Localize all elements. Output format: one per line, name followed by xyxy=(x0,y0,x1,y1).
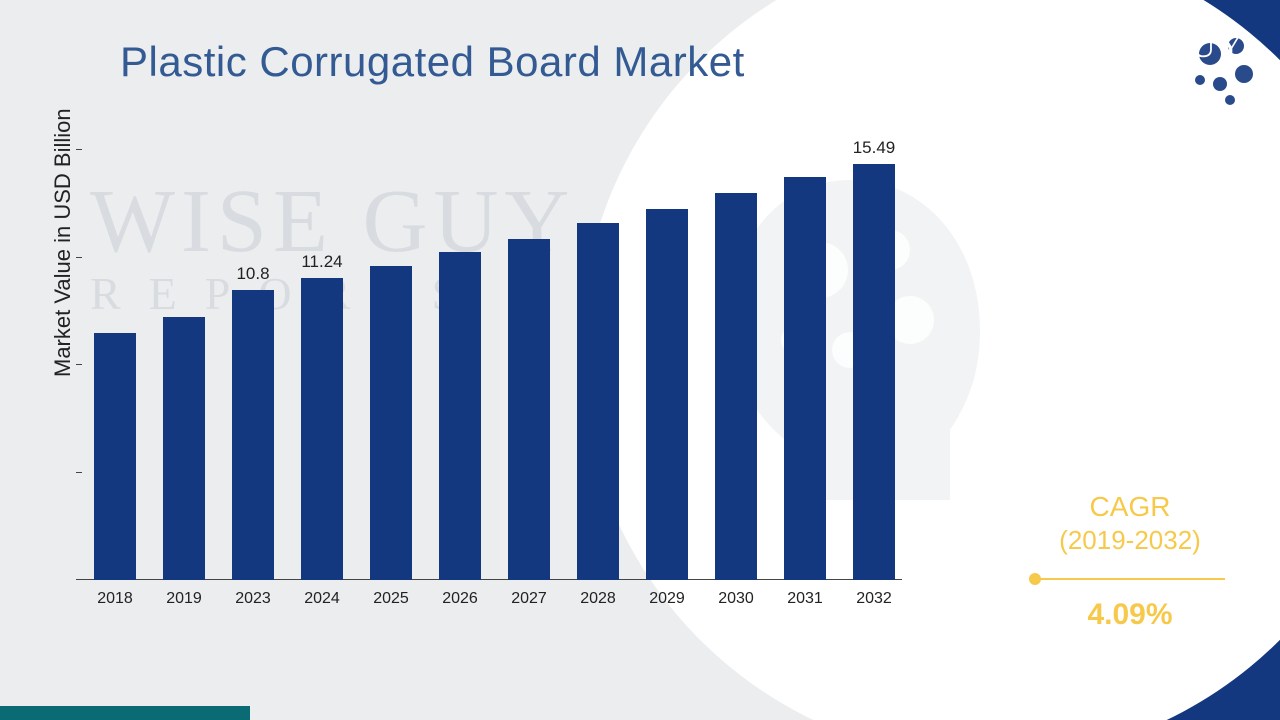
x-category-label: 2023 xyxy=(235,590,271,608)
cagr-range: (2019-2032) xyxy=(1020,525,1240,556)
stage: WISE GUY REPORTS Plastic Corrugated Boar… xyxy=(0,0,1280,720)
chart-title: Plastic Corrugated Board Market xyxy=(120,38,745,86)
x-category-label: 2024 xyxy=(304,590,340,608)
y-tick xyxy=(76,257,82,258)
bar xyxy=(508,239,550,580)
bar xyxy=(163,317,205,580)
x-category-label: 2027 xyxy=(511,590,547,608)
bar xyxy=(577,223,619,580)
logo-line2: REPORTS xyxy=(1057,64,1246,82)
cagr-divider xyxy=(1035,578,1225,580)
y-tick xyxy=(76,149,82,150)
x-category-label: 2025 xyxy=(373,590,409,608)
x-axis-line xyxy=(82,579,902,580)
cagr-label: CAGR xyxy=(1020,491,1240,523)
x-category-label: 2030 xyxy=(718,590,754,608)
bar xyxy=(784,177,826,580)
x-category-label: 2019 xyxy=(166,590,202,608)
bar xyxy=(301,278,343,580)
y-tick xyxy=(76,364,82,365)
y-tick xyxy=(76,579,82,580)
plot-area: 20182019202310.8202411.24202520262027202… xyxy=(82,150,902,580)
brand-logo: WISE GUY REPORTS xyxy=(1057,28,1246,82)
bar xyxy=(370,266,412,580)
cagr-block: CAGR (2019-2032) 4.09% xyxy=(1020,491,1240,632)
bar-value-label: 11.24 xyxy=(282,252,362,272)
y-tick xyxy=(76,472,82,473)
x-category-label: 2032 xyxy=(856,590,892,608)
bar xyxy=(232,290,274,580)
bar-chart: 2018 2019 2023 10.8 2024 11.24 2025 2026 2027 202… xyxy=(82,150,902,610)
bottom-accent-bar xyxy=(0,706,250,720)
x-category-label: 2028 xyxy=(580,590,616,608)
bar-value-label: 10.8 xyxy=(213,264,293,284)
x-category-label: 2029 xyxy=(649,590,685,608)
x-category-label: 2018 xyxy=(97,590,133,608)
logo-line1: WISE GUY xyxy=(1057,28,1246,66)
bar-value-label: 15.49 xyxy=(834,138,914,158)
x-category-label: 2026 xyxy=(442,590,478,608)
bar xyxy=(439,252,481,580)
y-axis-label: Market Value in USD Billion xyxy=(50,108,76,377)
bar xyxy=(646,209,688,580)
bar xyxy=(94,333,136,580)
bar xyxy=(715,193,757,580)
cagr-value: 4.09% xyxy=(1020,598,1240,632)
x-category-label: 2031 xyxy=(787,590,823,608)
bar xyxy=(853,164,895,580)
